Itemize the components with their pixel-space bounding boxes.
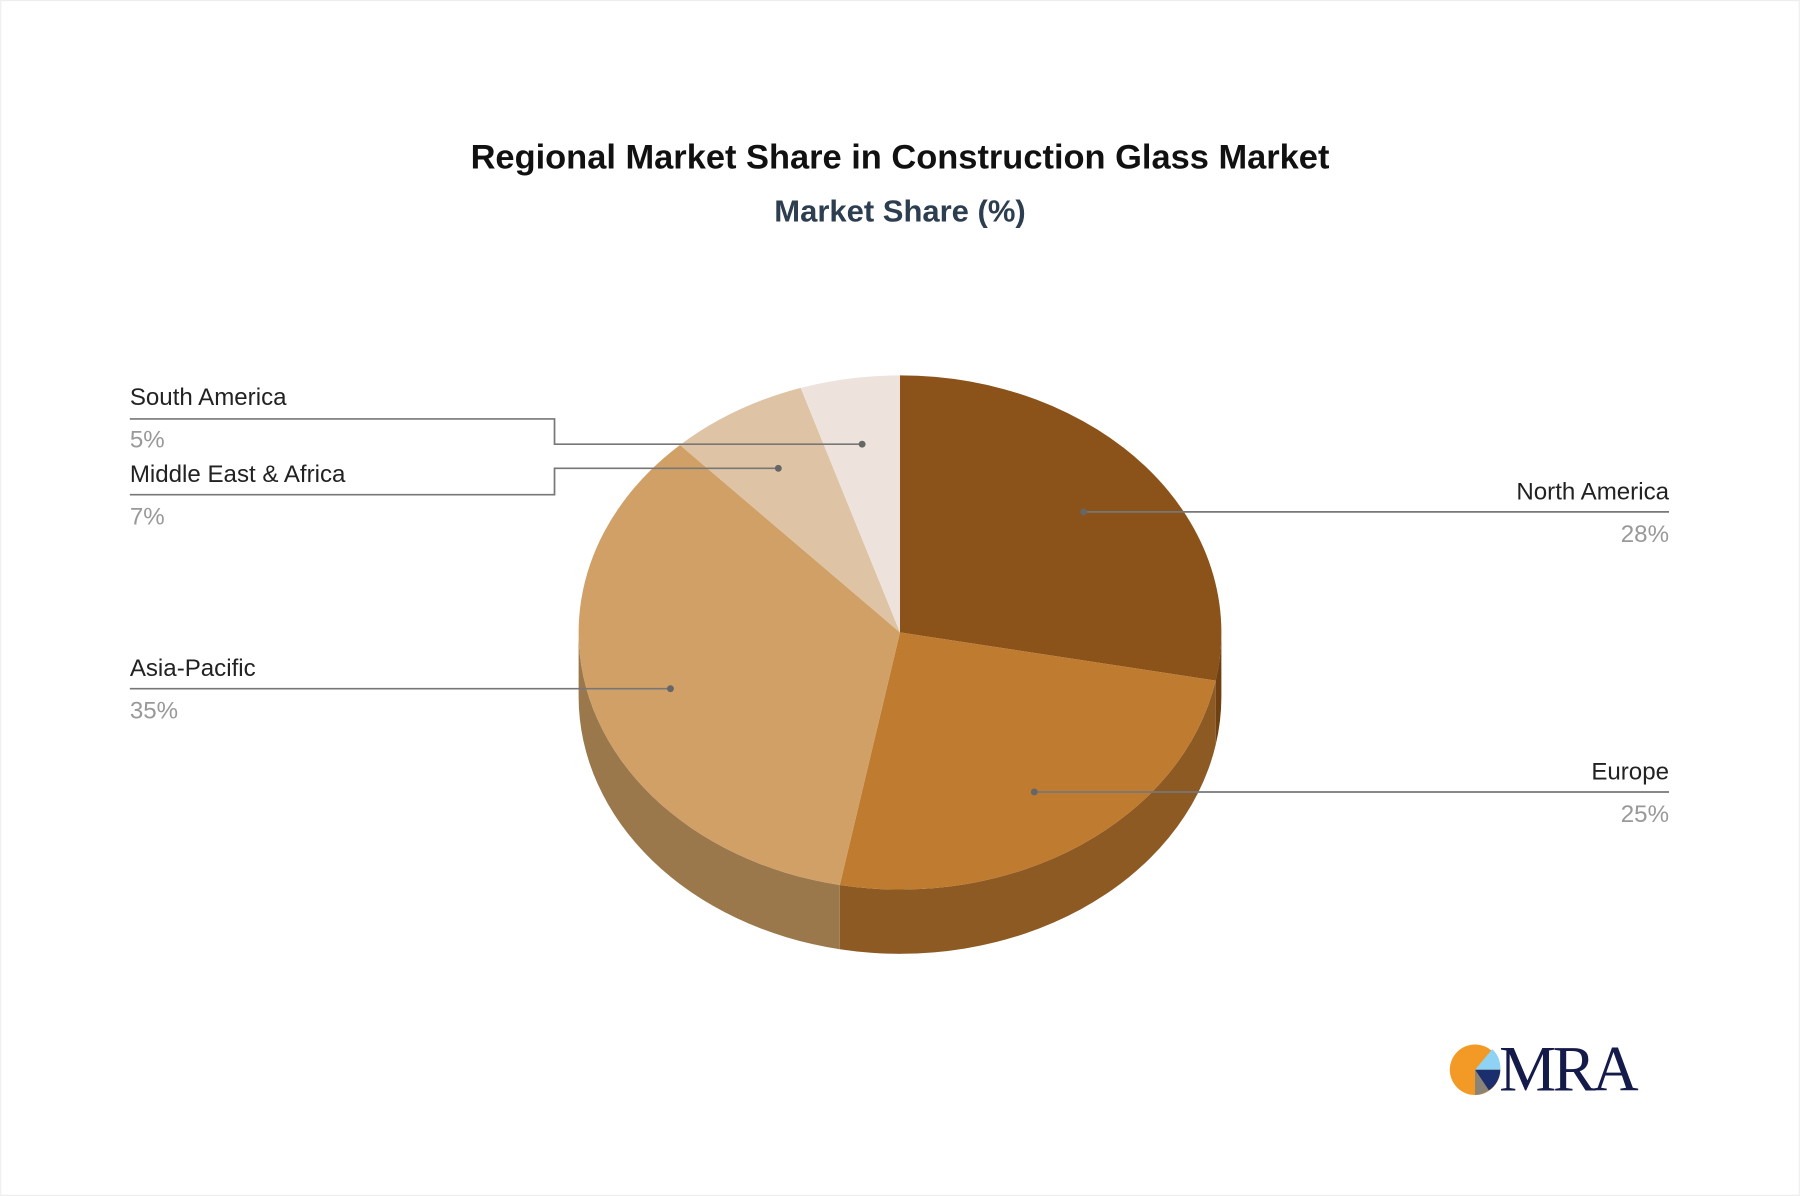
slice-label: Middle East & Africa [130, 461, 346, 488]
slice-label: South America [130, 384, 287, 411]
leader-line [129, 467, 779, 496]
leader-dot [1030, 788, 1038, 796]
slice-value-label: 5% [130, 427, 165, 454]
slice-label: Asia-Pacific [130, 655, 256, 682]
slice-label: North America [1516, 478, 1669, 505]
slice-side-2 [578, 632, 840, 950]
chart-title: Regional Market Share in Construction Gl… [471, 139, 1330, 177]
pie-slice[interactable] [578, 445, 900, 885]
slice-value-label: 28% [1621, 521, 1669, 548]
pie-slices [578, 375, 1222, 890]
leader-line [129, 418, 863, 446]
mra-logo: MRA [1449, 1033, 1642, 1104]
slice-value-label: 7% [130, 504, 165, 531]
pie-slice[interactable] [679, 387, 900, 633]
pie-slice[interactable] [900, 375, 1222, 681]
slice-side-0 [1215, 632, 1222, 745]
leader-dot [774, 464, 782, 472]
leader-dot [1080, 508, 1088, 516]
slice-value-label: 35% [130, 698, 178, 725]
leader-dot [666, 685, 674, 693]
pie-slice[interactable] [800, 375, 900, 633]
slice-label: Europe [1591, 758, 1669, 785]
chart-subtitle: Market Share (%) [774, 194, 1025, 229]
slice-labels: North America 28% Europe 25% Asia-Pacific 35%… [129, 384, 1670, 828]
pie-slice[interactable] [839, 632, 1216, 890]
slice-value-label: 25% [1621, 801, 1669, 828]
pie-sides [578, 632, 1222, 954]
logo-text: MRA [1499, 1033, 1638, 1104]
leader-dot [858, 440, 866, 448]
slice-side-1 [839, 680, 1216, 954]
